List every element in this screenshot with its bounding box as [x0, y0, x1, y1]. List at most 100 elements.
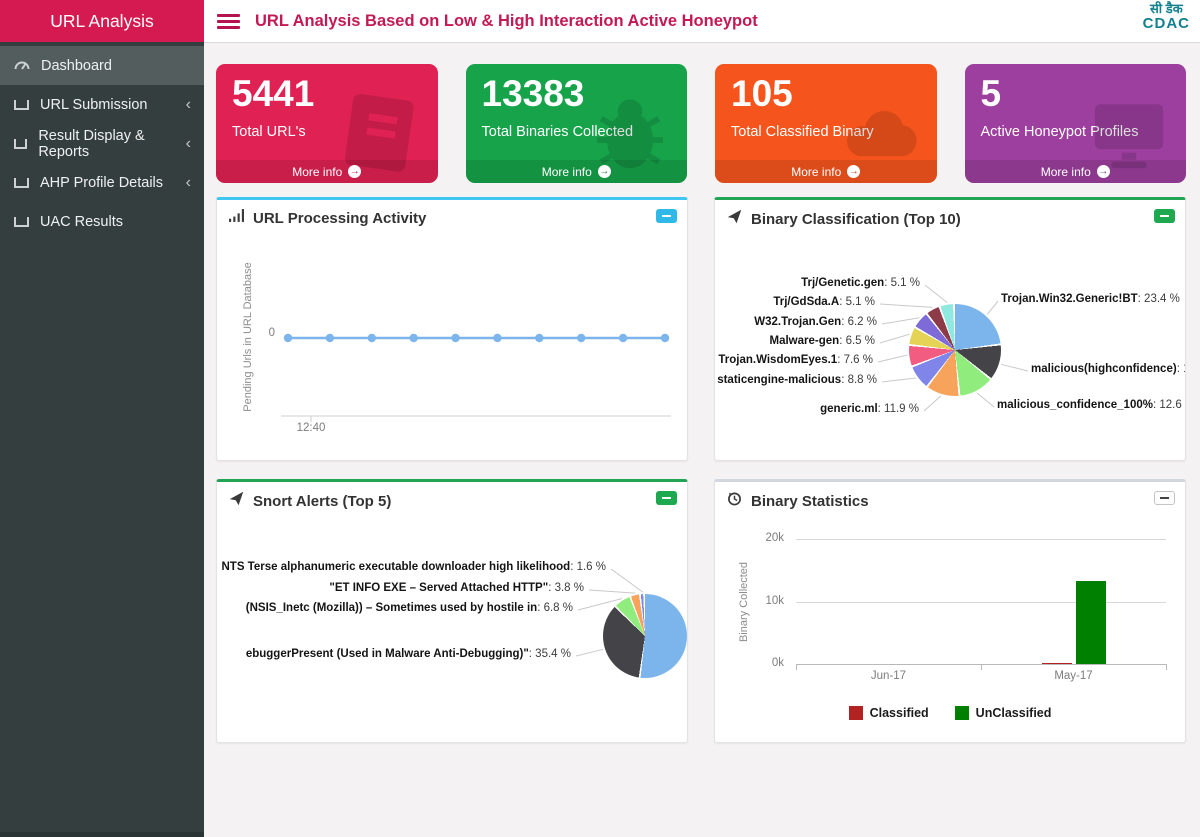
stat-label: Active Honeypot Profiles [980, 123, 1139, 140]
stat-card-total-binaries: 13383 Total Binaries Collected More info [465, 64, 687, 183]
square-icon [14, 177, 29, 188]
x-category-label: May-17 [1054, 670, 1093, 682]
panel-binary-classification: Binary Classification (Top 10) Trojan.Wi… [714, 197, 1186, 461]
sidebar-item-label: URL Submission [40, 96, 148, 113]
stat-value: 105 [731, 73, 793, 114]
cloud-icon [846, 110, 917, 157]
square-icon [14, 138, 28, 149]
sidebar-item-ahp-profile-details[interactable]: AHP Profile Details [0, 163, 204, 202]
collapse-button[interactable] [656, 209, 677, 223]
pie-slice-label: NTS Terse alphanumeric executable downlo… [221, 561, 606, 573]
bar-chart-icon [229, 209, 244, 227]
chevron-left-icon [186, 136, 191, 152]
collapse-button[interactable] [1154, 491, 1175, 505]
panel-url-processing: URL Processing Activity Pending Urls in … [216, 197, 688, 461]
y-tick-label: 20k [765, 532, 784, 544]
pie-slice-label: generic.ml: 11.9 % [820, 403, 919, 415]
arrow-circle-icon [597, 165, 611, 178]
stat-card-honeypot-profiles: 5 Active Honeypot Profiles More info [964, 64, 1186, 183]
pie-slice-label: Trojan.Win32.Generic!BT: 23.4 % [1001, 293, 1180, 305]
book-icon [344, 94, 413, 172]
chart-legend: Classified UnClassified [715, 706, 1185, 720]
axis-tick [981, 664, 982, 670]
minus-icon [1160, 497, 1169, 499]
stat-label: Total URL's [232, 123, 306, 140]
panel-snort-alerts: Snort Alerts (Top 5) ebuggerPresent (Use… [216, 479, 688, 743]
pie-slice-label: malicious(highconfidence): 12.8 % [1031, 363, 1185, 375]
more-info-link[interactable]: More info [715, 160, 937, 183]
stat-card-classified-binary: 105 Total Classified Binary More info [715, 64, 937, 183]
legend-item: UnClassified [954, 706, 1052, 720]
minus-icon [662, 215, 671, 217]
pie [909, 304, 1001, 396]
main-area: URL Analysis Based on Low & High Interac… [204, 0, 1200, 837]
topbar: URL Analysis Based on Low & High Interac… [204, 0, 1200, 43]
more-info-link[interactable]: More info [216, 160, 438, 183]
rocket-icon [727, 209, 742, 229]
panel-title: Binary Statistics [751, 492, 869, 510]
legend-label: UnClassified [975, 706, 1052, 720]
stat-card-total-urls: 5441 Total URL's More info [216, 64, 438, 183]
pie-slice-label: "ET INFO EXE – Served Attached HTTP": 3.… [329, 582, 584, 594]
y-tick-label: 10k [765, 594, 784, 607]
monitor-icon [1094, 104, 1164, 169]
sidebar-item-label: UAC Results [40, 213, 123, 230]
more-info-label: More info [791, 164, 842, 179]
sidebar-item-label: Dashboard [41, 57, 112, 74]
arrow-circle-icon [1096, 165, 1110, 178]
panel-header: Binary Classification (Top 10) [715, 200, 1185, 229]
binary-statistics-chart: 0k 10k 20k Binary Collected Jun-17 May-17 Clas… [715, 482, 1185, 742]
sidebar-item-result-display-reports[interactable]: Result Display & Reports [0, 124, 204, 163]
x-tick-label: 12:40 [296, 422, 326, 434]
panel-title: URL Processing Activity [253, 209, 427, 227]
chevron-left-icon [186, 97, 191, 113]
x-axis-line [796, 664, 1166, 665]
sidebar-item-label: AHP Profile Details [40, 174, 164, 191]
cdac-logo: सी डैक CDAC [1142, 1, 1190, 33]
y-axis-label: Binary Collected [738, 561, 750, 643]
hamburger-menu-icon[interactable] [217, 11, 240, 32]
pie-slice-label: Malware-gen: 6.5 % [769, 335, 875, 347]
axis-tick [1166, 664, 1167, 670]
sidebar-brand: URL Analysis [0, 0, 204, 42]
collapse-button[interactable] [1154, 209, 1175, 223]
sidebar-item-label: Result Display & Reports [38, 127, 145, 160]
square-icon [14, 99, 29, 110]
binary-classification-chart: Trojan.Win32.Generic!BT: 23.4 % malicious… [715, 200, 1185, 460]
pie-slice-label: Trj/Genetic.gen: 5.1 % [801, 277, 920, 289]
stat-label: Total Classified Binary [731, 123, 874, 140]
bug-icon [597, 99, 663, 169]
collapse-button[interactable] [656, 491, 677, 505]
stat-label: Total Binaries Collected [481, 123, 634, 140]
sidebar-item-url-submission[interactable]: URL Submission [0, 85, 204, 124]
panel-header: Snort Alerts (Top 5) [217, 482, 687, 511]
stat-value: 13383 [481, 73, 585, 114]
pie-slice-label: Trj/GdSda.A: 5.1 % [773, 296, 875, 308]
pie-slice-label: Trojan.WisdomEyes.1: 7.6 % [718, 354, 873, 366]
dashboard-icon [14, 58, 30, 74]
snort-alerts-chart: ebuggerPresent (Used in Malware Anti-Deb… [217, 482, 687, 742]
more-info-link[interactable]: More info [964, 160, 1186, 183]
pie-slice-label: ebuggerPresent (Used in Malware Anti-Deb… [245, 648, 571, 660]
legend-swatch [848, 706, 863, 720]
pie-slice-label: malicious_confidence_100%: 12.6 % [997, 399, 1185, 411]
gridline [796, 539, 1166, 540]
pie [603, 594, 687, 678]
clock-icon [727, 491, 742, 511]
bar-classified [1041, 663, 1072, 664]
gridline [796, 601, 1166, 603]
sidebar-item-dashboard[interactable]: Dashboard [0, 46, 204, 85]
cdac-logo-hindi: सी डैक [1149, 1, 1183, 16]
cdac-logo-text: CDAC [1142, 15, 1190, 33]
pie-slice-label: W32.Trojan.Gen: 6.2 % [754, 316, 877, 328]
more-info-label: More info [292, 164, 343, 179]
arrow-circle-icon [348, 165, 362, 178]
more-info-link[interactable]: More info [465, 160, 687, 183]
stat-value: 5 [980, 73, 1002, 114]
rocket-icon [229, 491, 244, 511]
chevron-left-icon [186, 175, 191, 191]
minus-icon [662, 497, 671, 499]
url-processing-chart: Pending Urls in URL Database 0 12:40 [217, 200, 687, 460]
sidebar-item-uac-results[interactable]: UAC Results [0, 202, 204, 241]
panel-header: Binary Statistics [715, 482, 1185, 511]
